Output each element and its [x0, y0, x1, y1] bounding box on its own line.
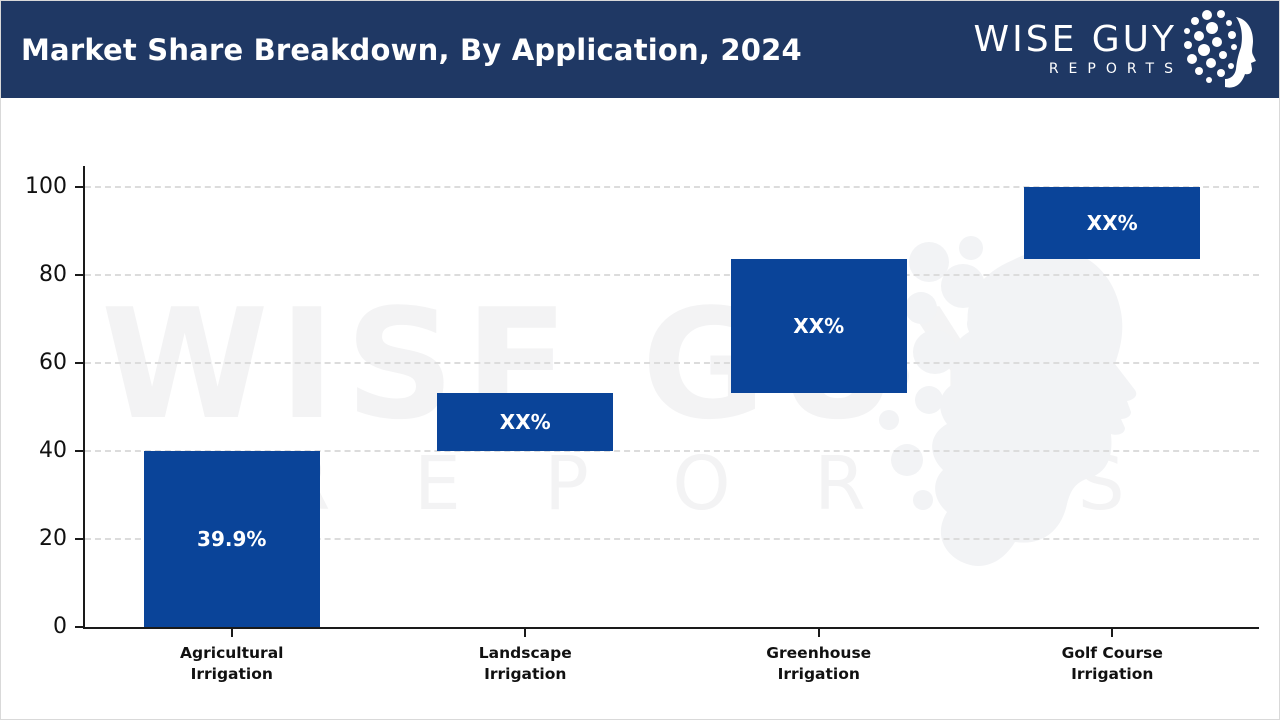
y-axis-tick-label: 100: [25, 174, 67, 199]
y-axis-tick: [75, 626, 83, 628]
y-axis-tick: [75, 274, 83, 276]
logo-subtext: REPORTS: [1048, 61, 1183, 77]
x-axis-spine: [83, 627, 1259, 629]
bar-value-label: XX%: [793, 314, 845, 339]
logo-face-icon: [1184, 9, 1256, 88]
logo-word: WISE GUY: [973, 19, 1177, 60]
x-category-label: Greenhouse Irrigation: [766, 644, 872, 683]
bar-value-label: 39.9%: [197, 527, 267, 552]
bar: XX%: [1024, 187, 1201, 260]
y-axis-tick: [75, 538, 83, 540]
y-axis-tick: [75, 186, 83, 188]
gridline: [85, 450, 1259, 452]
gridline: [85, 274, 1259, 276]
chart-area: WISE GUY R E P O R T S 0 20 40 60 80 100 39.9%…: [1, 98, 1279, 719]
x-category-label: Golf Course Irrigation: [1061, 644, 1163, 683]
gridline: [85, 362, 1259, 364]
x-axis-tick: [817, 629, 820, 637]
y-axis-tick-label: 40: [39, 438, 67, 463]
wise-guy-reports-logo: WISE GUY REPORTS: [974, 9, 1258, 91]
y-axis-spine: [83, 166, 85, 629]
bar: XX%: [730, 259, 907, 394]
y-axis-tick-label: 20: [39, 526, 67, 551]
bar-value-label: XX%: [499, 410, 551, 435]
x-axis-tick: [524, 629, 527, 637]
bar: XX%: [437, 393, 614, 452]
bar: 39.9%: [143, 451, 320, 627]
y-axis-tick: [75, 362, 83, 364]
y-axis-tick-label: 80: [39, 262, 67, 287]
header: Market Share Breakdown, By Application, …: [1, 1, 1279, 98]
y-axis-tick-label: 60: [39, 350, 67, 375]
watermark-face-icon: [875, 236, 1137, 566]
bar-value-label: XX%: [1086, 211, 1138, 236]
x-category-label: Agricultural Irrigation: [180, 644, 284, 683]
gridline: [85, 186, 1259, 188]
gridline: [85, 538, 1259, 540]
y-axis-tick: [75, 450, 83, 452]
y-axis-tick-label: 0: [53, 614, 67, 639]
logo-wordmark: WISE GUY REPORTS: [973, 19, 1178, 78]
page-title: Market Share Breakdown, By Application, …: [21, 32, 802, 67]
x-axis-tick: [1111, 629, 1114, 637]
x-category-label: Landscape Irrigation: [478, 644, 572, 683]
x-axis-tick: [230, 629, 233, 637]
